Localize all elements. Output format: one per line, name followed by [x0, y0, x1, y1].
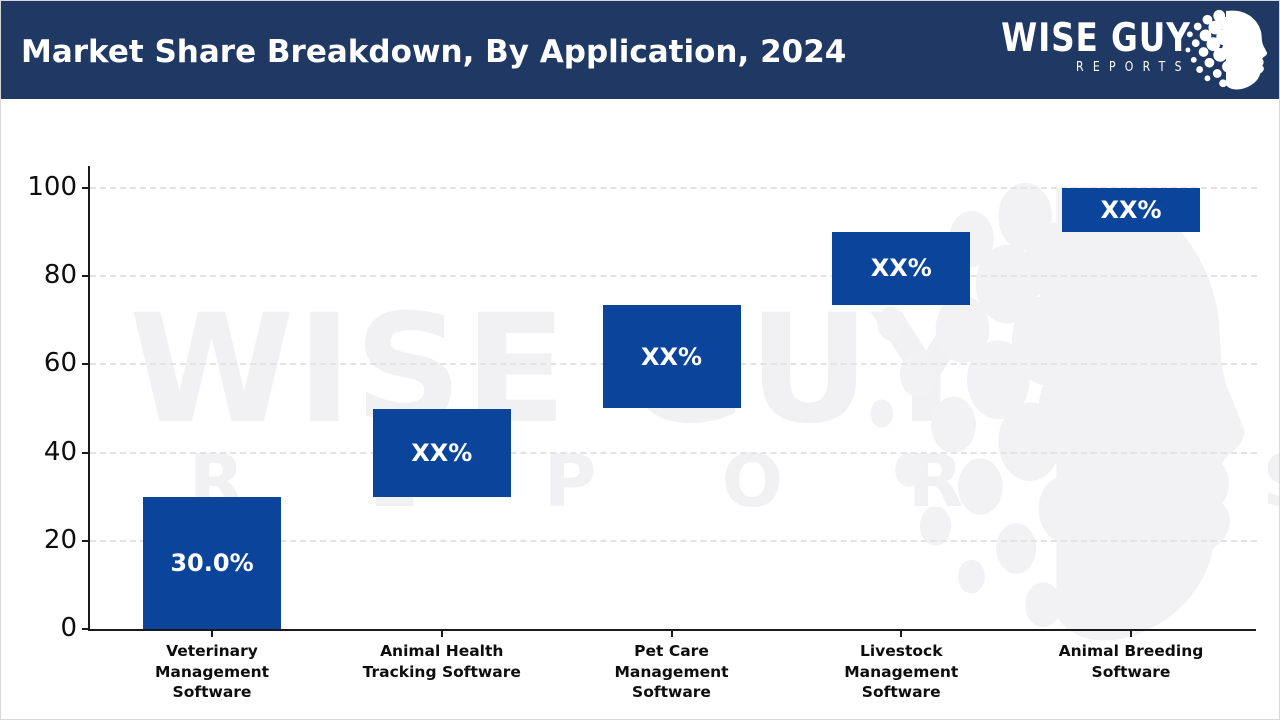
- x-axis-label-pet-care-management-software: Pet Care Management Software: [614, 642, 729, 701]
- y-tick-label-20: 20: [43, 524, 77, 555]
- y-tick-mark-20: [82, 539, 90, 542]
- x-axis-label-animal-breeding-software: Animal Breeding Software: [1058, 642, 1204, 681]
- bar-animal-breeding-software: XX%: [1062, 188, 1200, 233]
- gridline-20: [90, 539, 1257, 542]
- y-tick-label-80: 80: [43, 260, 77, 291]
- y-tick-label-60: 60: [43, 348, 77, 379]
- x-tick-mark-animal-breeding-software: [1130, 631, 1132, 637]
- bar-value-label-pet-care-management-software: XX%: [640, 342, 703, 371]
- x-axis-label-veterinary-management-software: Veterinary Management Software: [154, 642, 270, 701]
- y-tick-mark-40: [82, 451, 90, 454]
- y-tick-mark-100: [82, 187, 90, 189]
- bar-pet-care-management-software: XX%: [602, 304, 741, 409]
- gridline-40: [90, 451, 1257, 454]
- logo-wordmark: WISE GUY REPORTS: [965, 16, 1191, 76]
- x-axis-line: [88, 629, 1256, 631]
- y-tick-label-0: 0: [60, 613, 77, 643]
- watermark-face-dots: [870, 182, 1245, 641]
- bar-value-label-veterinary-management-software: 30.0%: [170, 548, 254, 577]
- bar-veterinary-management-software: 30.0%: [143, 496, 281, 629]
- bar-value-label-animal-breeding-software: XX%: [1100, 196, 1162, 225]
- y-tick-label-40: 40: [43, 436, 77, 467]
- y-axis-line: [88, 166, 90, 631]
- y-tick-label-100: 100: [27, 172, 77, 202]
- x-axis-label-livestock-management-software: Livestock Management Software: [844, 642, 959, 701]
- header-band: Market Share Breakdown, By Application, …: [1, 1, 1279, 99]
- watermark-wordmark: WISE GUY: [129, 283, 983, 457]
- x-tick-mark-pet-care-management-software: [670, 631, 673, 637]
- x-tick-mark-livestock-management-software: [900, 631, 903, 637]
- logo-face-icon: [1185, 9, 1268, 90]
- bar-value-label-livestock-management-software: XX%: [870, 254, 932, 283]
- logo-line-wise-guy: WISE GUY: [1001, 16, 1191, 61]
- y-tick-mark-60: [82, 363, 90, 366]
- x-tick-mark-animal-health-tracking-software: [440, 631, 443, 637]
- logo-line-reports: REPORTS: [1076, 60, 1191, 75]
- bar-animal-health-tracking-software: XX%: [372, 408, 511, 497]
- x-tick-mark-veterinary-management-software: [211, 631, 213, 637]
- x-axis-label-animal-health-tracking-software: Animal Health Tracking Software: [362, 642, 521, 681]
- y-tick-mark-0: [82, 628, 90, 630]
- bar-livestock-management-software: XX%: [832, 232, 971, 305]
- gridline-100: [90, 187, 1257, 189]
- bar-value-label-animal-health-tracking-software: XX%: [411, 438, 473, 467]
- gridline-80: [90, 275, 1257, 278]
- chart-title: Market Share Breakdown, By Application, …: [21, 34, 847, 70]
- y-tick-mark-80: [82, 275, 90, 278]
